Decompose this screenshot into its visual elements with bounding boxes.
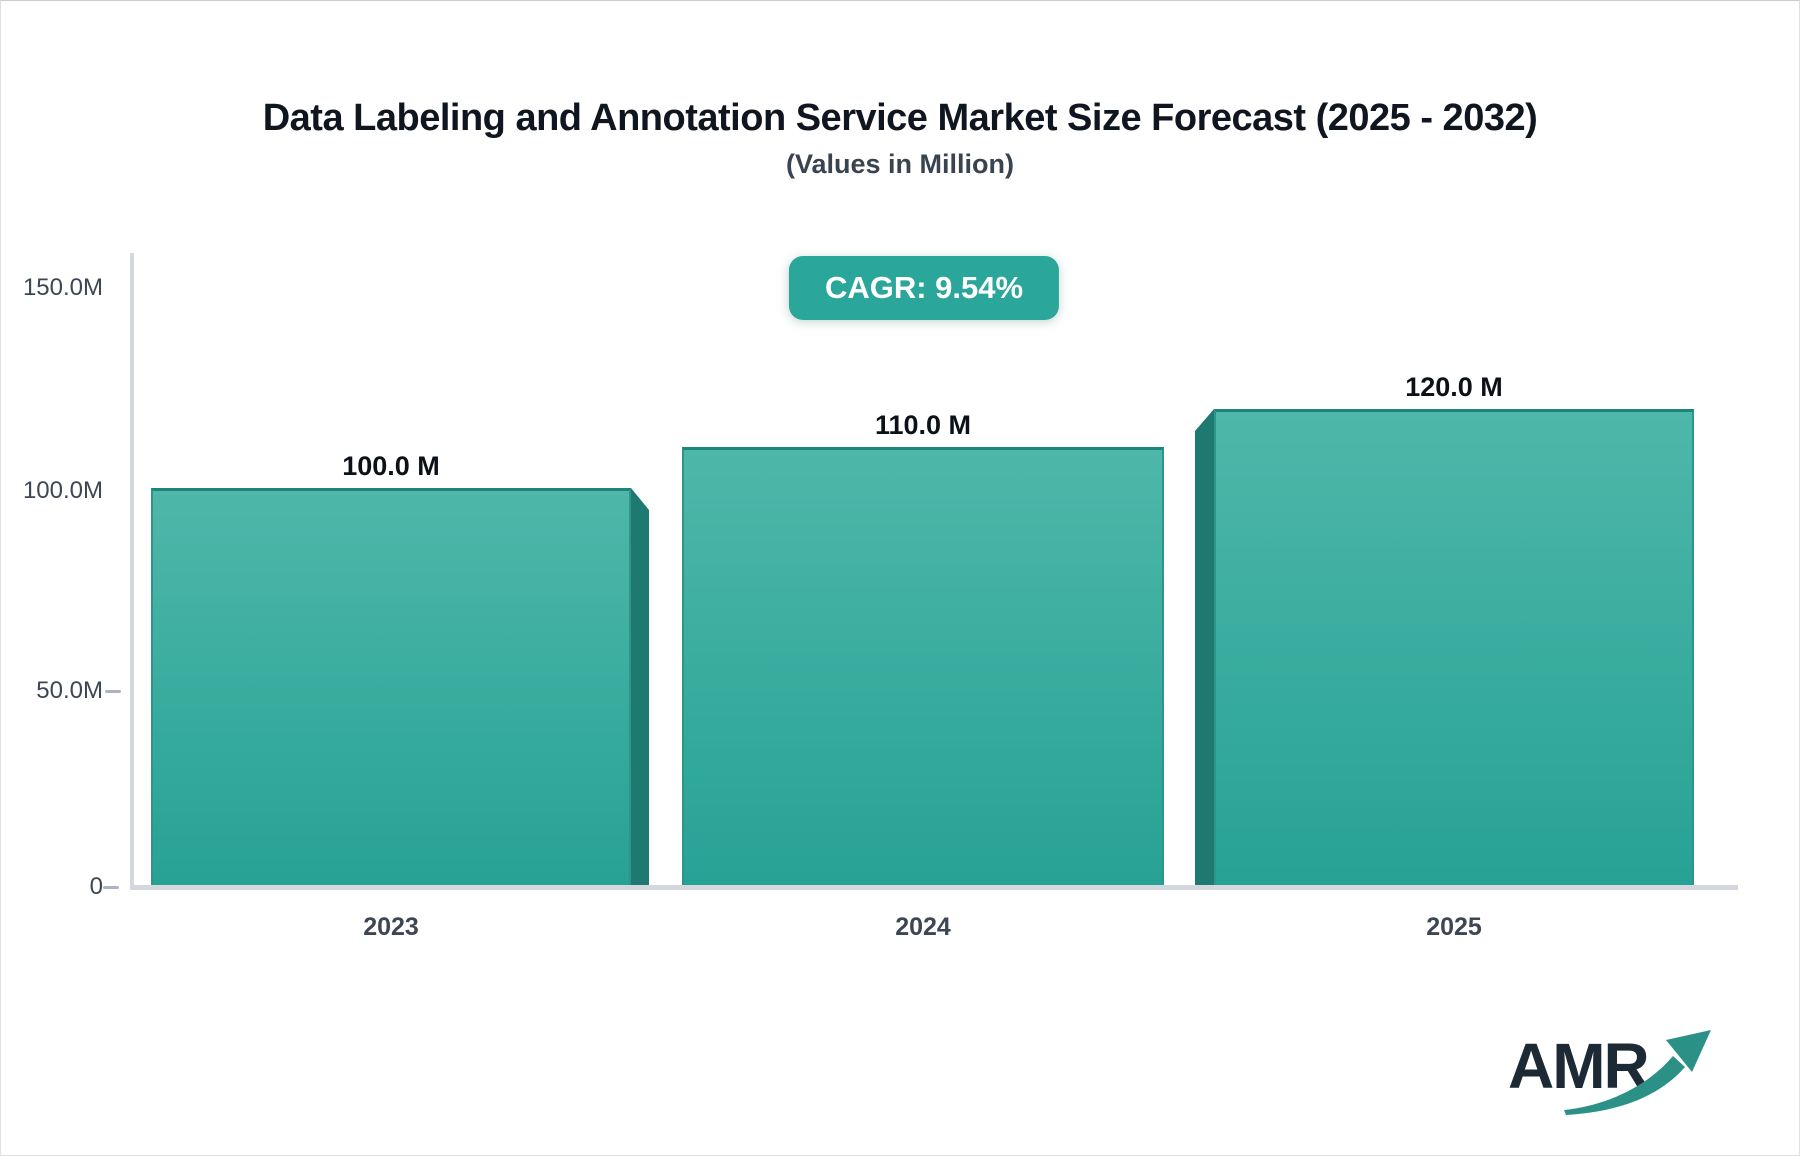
x-tick-label: 2024 <box>895 913 951 941</box>
bar-2023-side-panel <box>631 488 649 886</box>
y-tick-label: 100.0M <box>22 477 103 504</box>
amr-logo-text: AMR <box>1508 1030 1649 1102</box>
y-tick-label: 150.0M <box>22 274 103 301</box>
growth-arrow-icon <box>1564 1030 1711 1115</box>
bar-2024 <box>682 447 1164 886</box>
amr-logo: AMR <box>1506 1016 1726 1121</box>
amr-logo-graphic: AMR <box>1508 1030 1711 1115</box>
x-tick-label: 2023 <box>363 913 419 941</box>
bar-value-label: 100.0 M <box>342 451 440 481</box>
cagr-badge: CAGR: 9.54% <box>788 256 1060 320</box>
chart-subtitle: (Values in Million) <box>785 149 1015 179</box>
chart-title: Data Labeling and Annotation Service Mar… <box>262 97 1538 139</box>
bar-2023 <box>151 488 631 886</box>
x-axis-line <box>130 885 1738 890</box>
y-tick-label: 0 <box>89 873 103 900</box>
bar-value-label: 120.0 M <box>1405 372 1503 402</box>
y-tick-mark <box>105 690 121 693</box>
x-tick-label: 2025 <box>1426 913 1482 941</box>
y-axis-line <box>130 253 134 889</box>
bar-value-label: 110.0 M <box>874 410 972 440</box>
bar-2025 <box>1214 409 1694 886</box>
y-tick-mark <box>103 886 119 889</box>
bar-2025-side-panel <box>1195 409 1214 886</box>
y-tick-label: 50.0M <box>36 677 103 704</box>
